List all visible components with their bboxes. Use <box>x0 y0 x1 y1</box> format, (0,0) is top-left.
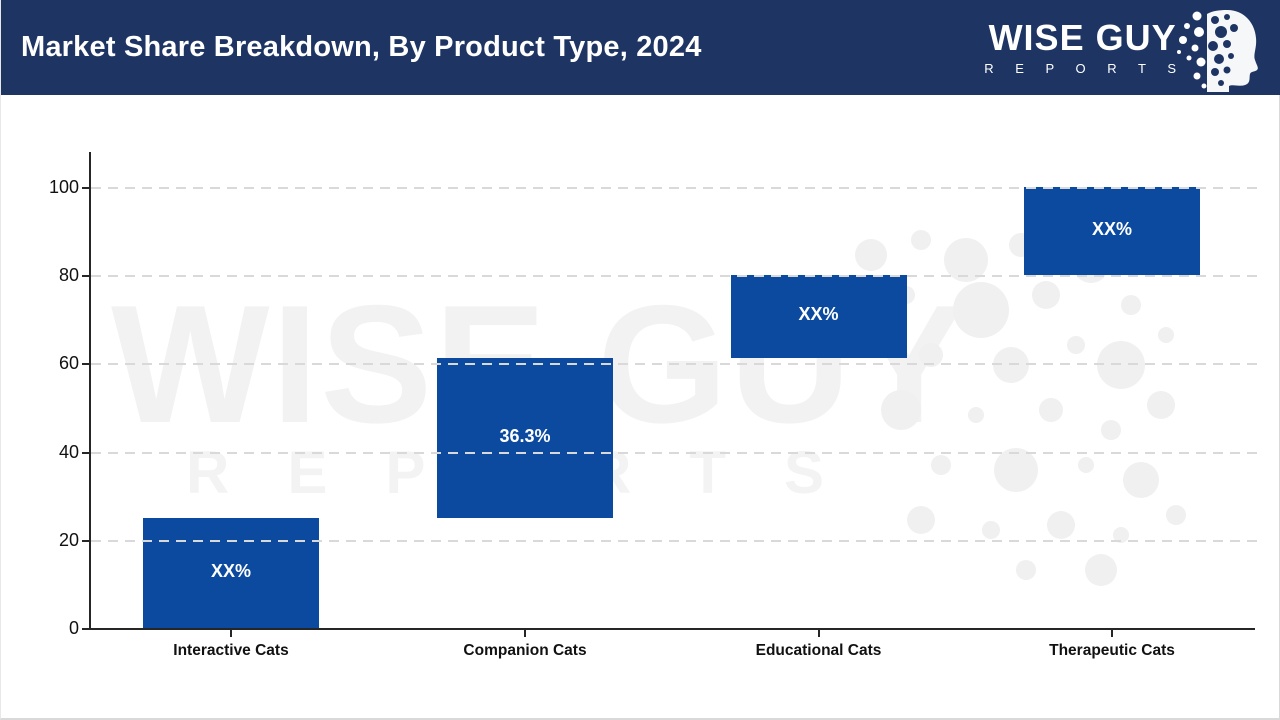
y-tick-mark <box>82 275 89 278</box>
gridline <box>91 187 1263 189</box>
y-tick-mark <box>82 363 89 366</box>
y-tick-label: 80 <box>58 265 79 286</box>
y-tick-label: 0 <box>68 618 79 638</box>
x-tick-mark <box>230 630 232 637</box>
y-axis-line <box>89 152 91 630</box>
y-tick-mark <box>82 187 89 189</box>
brand-logo-sub: R E P O R T S <box>984 61 1185 76</box>
page-title: Market Share Breakdown, By Product Type,… <box>21 31 702 63</box>
bar-companion-cats <box>437 357 613 518</box>
x-tick-mark <box>817 630 820 637</box>
y-tick-mark <box>82 451 89 454</box>
gridline <box>91 363 1263 366</box>
y-tick-label: 20 <box>58 529 79 550</box>
y-tick-label: 60 <box>58 353 79 374</box>
bar-value-label: 36.3% <box>499 425 551 446</box>
bar-interactive-cats <box>143 517 319 628</box>
gridline <box>91 539 1263 542</box>
bar-therapeutic-cats <box>1024 187 1200 276</box>
y-tick-mark <box>82 628 89 630</box>
x-tick-mark <box>1111 630 1113 637</box>
bar-value-label: XX% <box>1091 219 1133 240</box>
gridline <box>91 451 1263 454</box>
bar-educational-cats <box>730 275 907 358</box>
y-tick-label: 100 <box>48 177 79 197</box>
brand-logo: WISE GUY R E P O R T S <box>980 4 1263 92</box>
x-tick-mark <box>524 630 526 637</box>
y-tick-mark <box>82 539 89 542</box>
logo-head-icon <box>1177 9 1258 92</box>
x-category-label: Interactive Cats <box>173 642 289 659</box>
x-category-label: Companion Cats <box>463 642 587 659</box>
y-tick-label: 40 <box>58 441 79 462</box>
bar-value-label: XX% <box>798 304 839 325</box>
bar-value-label: XX% <box>210 560 252 581</box>
x-category-label: Educational Cats <box>755 642 882 659</box>
x-axis-line <box>89 628 1255 630</box>
header-bar: Market Share Breakdown, By Product Type,… <box>1 0 1280 95</box>
x-category-label: Therapeutic Cats <box>1049 642 1175 659</box>
brand-logo-main: WISE GUY <box>988 17 1177 58</box>
gridline <box>91 275 1263 278</box>
brand-logo-text: WISE GUY R E P O R T S <box>980 17 1185 76</box>
